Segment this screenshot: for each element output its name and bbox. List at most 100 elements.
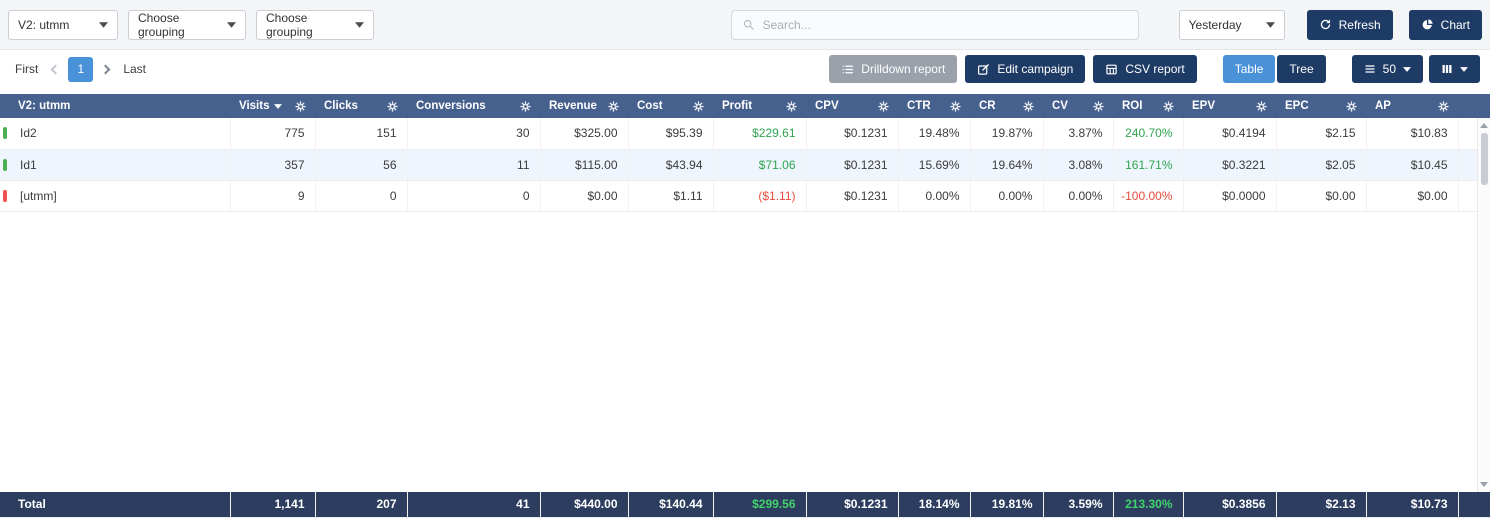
col-label[interactable]: AP [1375, 100, 1391, 112]
col-header-revenue[interactable]: Revenue [540, 94, 628, 118]
col-label[interactable]: Cost [637, 100, 663, 112]
date-range-select[interactable]: Yesterday [1178, 9, 1285, 40]
campaign-filter-select[interactable]: V2: utmm [8, 9, 118, 40]
grouping-select-1[interactable]: Choose grouping [128, 9, 246, 40]
total-cv: 3.59% [1043, 491, 1114, 518]
page-size-select[interactable]: 50 [1351, 55, 1423, 83]
cell-profit: $229.61 [713, 118, 807, 150]
status-red-indicator [3, 189, 7, 202]
pagination-last[interactable]: Last [123, 62, 147, 76]
cell-profit: $71.06 [713, 149, 807, 181]
col-label[interactable]: Profit [722, 100, 753, 112]
total-cost: $140.44 [628, 491, 714, 518]
cell-epc: $2.15 [1276, 118, 1367, 150]
col-label[interactable]: CTR [907, 100, 931, 112]
tree-view-label: Tree [1289, 62, 1314, 76]
refresh-button[interactable]: Refresh [1306, 9, 1393, 40]
row-name: Id1 [20, 157, 37, 172]
pagination-current-page[interactable]: 1 [68, 56, 94, 82]
refresh-icon [1319, 18, 1332, 31]
cell-visits: 775 [230, 118, 316, 150]
col-header-epv[interactable]: EPV [1183, 94, 1276, 118]
gear-icon[interactable] [387, 101, 398, 112]
scrollbar-thumb[interactable] [1481, 133, 1488, 185]
col-label[interactable]: CPV [815, 100, 839, 112]
gear-icon[interactable] [520, 101, 531, 112]
search-box[interactable] [730, 9, 1139, 40]
col-label[interactable]: Clicks [324, 100, 358, 112]
refresh-label: Refresh [1338, 17, 1381, 32]
total-ap: $10.73 [1366, 491, 1459, 518]
columns-settings-button[interactable] [1429, 55, 1480, 83]
actions-bar: First 1 Last Drilldown report Edit campa… [0, 50, 1490, 88]
col-label[interactable]: Conversions [416, 100, 486, 112]
scroll-up-icon[interactable] [1480, 123, 1488, 128]
col-header-cr[interactable]: CR [970, 94, 1043, 118]
col-header-ctr[interactable]: CTR [898, 94, 970, 118]
table-view-button[interactable]: Table [1222, 55, 1276, 83]
cell-epv: $0.3221 [1183, 149, 1277, 181]
col-header-cost[interactable]: Cost [628, 94, 713, 118]
totals-bar: Total 1,141 207 41 $440.00 $140.44 $299.… [0, 491, 1490, 518]
col-label[interactable]: ROI [1122, 100, 1143, 112]
col-header-ap[interactable]: AP [1366, 94, 1458, 118]
top-toolbar: V2: utmm Choose grouping Choose grouping… [0, 0, 1490, 50]
col-header-cpv[interactable]: CPV [806, 94, 898, 118]
gear-icon[interactable] [878, 101, 889, 112]
csv-report-button[interactable]: CSV report [1093, 55, 1197, 83]
search-input[interactable] [762, 17, 1128, 32]
vertical-scrollbar[interactable] [1477, 118, 1490, 492]
gear-icon[interactable] [1256, 101, 1267, 112]
drilldown-report-button[interactable]: Drilldown report [829, 55, 958, 83]
tree-view-button[interactable]: Tree [1277, 55, 1326, 83]
cell-epv: $0.0000 [1183, 180, 1277, 212]
col-header-name[interactable]: V2: utmm [0, 94, 230, 118]
col-label[interactable]: EPV [1192, 100, 1216, 112]
table-view-label: Table [1234, 62, 1264, 76]
gear-icon[interactable] [1093, 101, 1104, 112]
scroll-down-icon[interactable] [1480, 482, 1488, 487]
gear-icon[interactable] [693, 101, 704, 112]
col-label[interactable]: CV [1052, 100, 1068, 112]
col-header-epc[interactable]: EPC [1276, 94, 1366, 118]
table-row[interactable]: Id1 357 56 11 $115.00 $43.94 $71.06 $0.1… [0, 149, 1490, 181]
gear-icon[interactable] [295, 101, 306, 112]
cell-ap: $10.45 [1366, 149, 1459, 181]
col-header-clicks[interactable]: Clicks [315, 94, 407, 118]
col-label[interactable]: Revenue [549, 100, 597, 112]
pagination-prev-button[interactable] [50, 64, 61, 74]
gear-icon[interactable] [950, 101, 961, 112]
caret-down-icon [1460, 67, 1468, 72]
spacer-cell [1458, 491, 1490, 518]
caret-down-icon [1266, 22, 1275, 28]
col-header-cv[interactable]: CV [1043, 94, 1113, 118]
gear-icon[interactable] [1023, 101, 1034, 112]
cell-conversions: 11 [407, 149, 541, 181]
col-label[interactable]: EPC [1285, 100, 1309, 112]
cell-cost: $43.94 [628, 149, 714, 181]
gear-icon[interactable] [608, 101, 619, 112]
edit-campaign-button[interactable]: Edit campaign [965, 55, 1086, 83]
caret-down-icon [1403, 67, 1411, 72]
table-row[interactable]: [utmm] 9 0 0 $0.00 $1.11 ($1.11) $0.1231… [0, 180, 1490, 212]
gear-icon[interactable] [786, 101, 797, 112]
col-header-roi[interactable]: ROI [1113, 94, 1183, 118]
csv-file-icon [1105, 63, 1118, 76]
cell-cpv: $0.1231 [806, 180, 899, 212]
pagination-next-button[interactable] [100, 64, 111, 74]
table-row[interactable]: Id2 775 151 30 $325.00 $95.39 $229.61 $0… [0, 118, 1490, 150]
pagination-first[interactable]: First [15, 62, 39, 76]
gear-icon[interactable] [1163, 101, 1174, 112]
columns-icon [1441, 63, 1453, 75]
col-header-conversions[interactable]: Conversions [407, 94, 540, 118]
gear-icon[interactable] [1438, 101, 1449, 112]
chart-button[interactable]: Chart [1408, 9, 1482, 40]
col-header-profit[interactable]: Profit [713, 94, 806, 118]
grouping-select-2[interactable]: Choose grouping [256, 9, 374, 40]
col-label[interactable]: CR [979, 100, 996, 112]
gear-icon[interactable] [1346, 101, 1357, 112]
col-header-visits[interactable]: Visits [230, 94, 315, 118]
col-label[interactable]: Visits [239, 100, 270, 112]
cell-roi: 161.71% [1113, 149, 1184, 181]
